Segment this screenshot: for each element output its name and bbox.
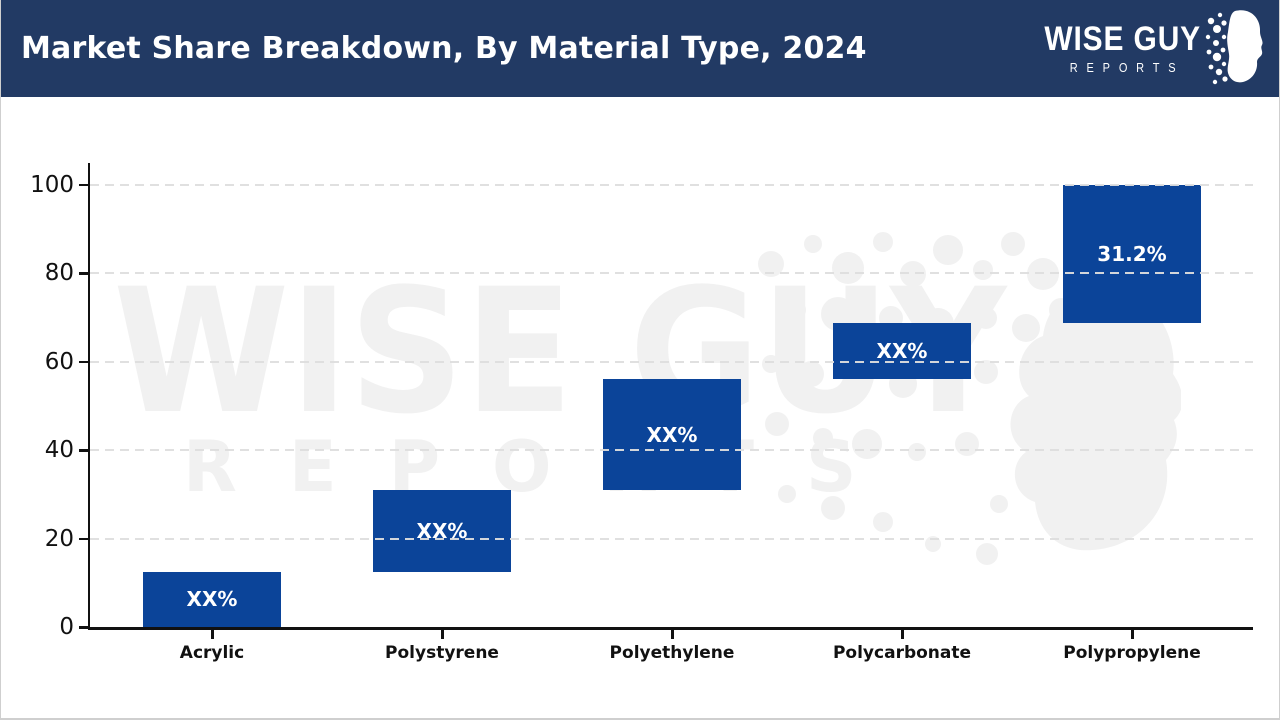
- logo-wordmark: WISE GUY: [1044, 20, 1201, 58]
- y-tick-mark: [78, 626, 88, 629]
- gridline-40: [90, 449, 1253, 452]
- logo-subtitle: REPORTS: [1069, 61, 1185, 75]
- x-tick-label-polypropylene: Polypropylene: [1063, 643, 1201, 663]
- x-tick-label-polyethylene: Polyethylene: [609, 643, 735, 663]
- wise-guy-logo: WISE GUY REPORTS: [1023, 7, 1265, 91]
- bar-polystyrene: [373, 489, 511, 572]
- logo-face-icon: [1205, 9, 1263, 84]
- logo-text: WISE GUY REPORTS: [1044, 22, 1201, 75]
- y-axis: [87, 163, 90, 629]
- x-tick-label-acrylic: Acrylic: [179, 643, 245, 663]
- x-tick-label-polystyrene: Polystyrene: [385, 643, 499, 663]
- header: Market Share Breakdown, By Material Type…: [1, 0, 1279, 97]
- x-tick-mark: [211, 630, 214, 639]
- bar-value-label: XX%: [186, 587, 238, 612]
- y-tick-mark: [78, 272, 88, 275]
- y-tick-label: 0: [59, 614, 74, 640]
- x-tick-mark: [441, 630, 444, 639]
- y-tick-label: 60: [44, 348, 74, 375]
- x-tick-label-polycarbonate: Polycarbonate: [832, 643, 972, 663]
- bar-value-label: XX%: [416, 518, 468, 543]
- page-title: Market Share Breakdown, By Material Type…: [21, 31, 867, 66]
- gridline-20: [90, 537, 1253, 540]
- y-tick-label: 100: [30, 171, 74, 198]
- bar-acrylic: [143, 571, 281, 627]
- x-tick-mark: [901, 630, 904, 639]
- gridline-80: [90, 272, 1253, 275]
- gridline-100: [90, 183, 1253, 186]
- bar-polypropylene: [1063, 184, 1201, 323]
- bar-polycarbonate: [833, 322, 971, 380]
- bar-polyethylene: [603, 379, 741, 490]
- y-tick-label: 20: [44, 525, 74, 552]
- y-tick-mark: [78, 360, 88, 364]
- y-tick-mark: [78, 449, 88, 452]
- y-tick-mark: [78, 537, 88, 541]
- x-tick-mark: [671, 630, 674, 639]
- bar-value-label: XX%: [876, 339, 928, 364]
- x-tick-mark: [1131, 630, 1134, 639]
- plot-area: XX% XX% XX% XX% 31.2% 0 20 40 60 80 100 Acrylic Poly…: [1, 97, 1279, 718]
- y-tick-label: 40: [44, 437, 74, 464]
- y-tick-label: 80: [44, 260, 74, 287]
- y-tick-mark: [78, 183, 88, 187]
- x-axis: [87, 627, 1253, 630]
- gridline-60: [90, 360, 1253, 363]
- bar-value-label: 31.2%: [1097, 241, 1167, 266]
- bar-value-label: XX%: [646, 422, 698, 447]
